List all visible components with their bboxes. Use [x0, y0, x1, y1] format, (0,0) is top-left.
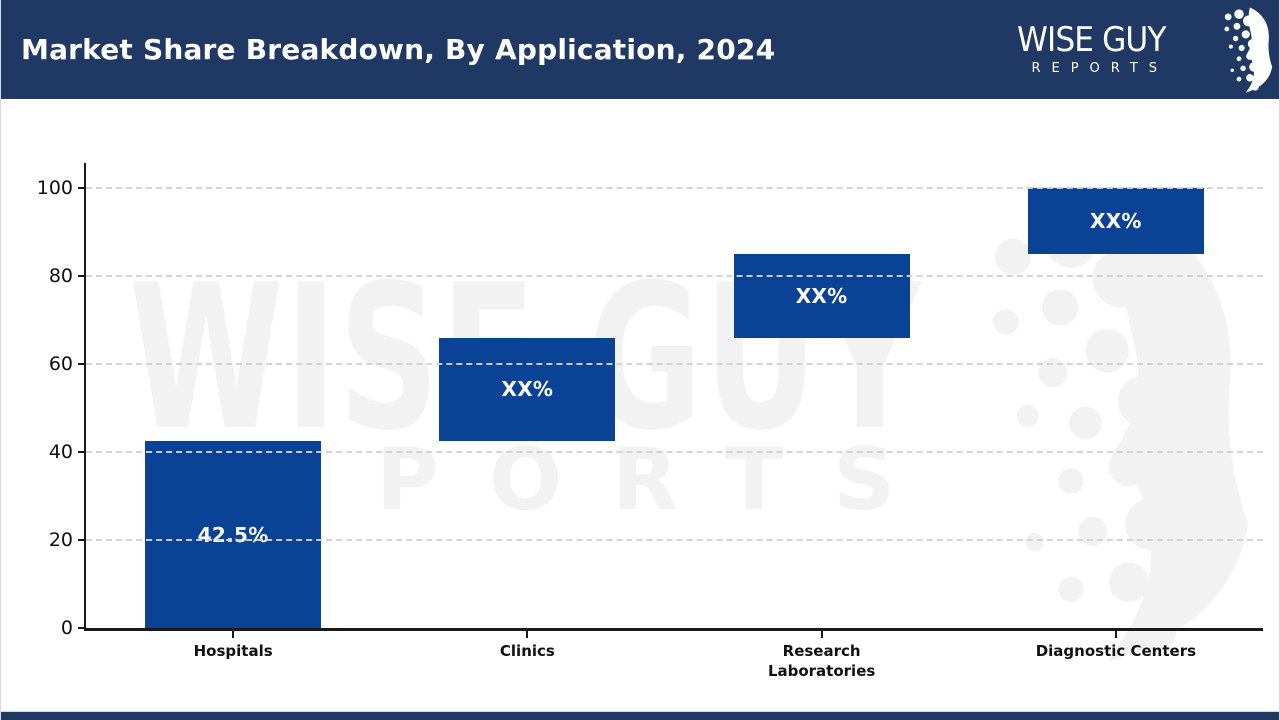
y-tick-label: 40 — [48, 441, 73, 463]
watermark-face-icon — [993, 206, 1249, 662]
logo-subtext: REPORTS — [1031, 61, 1169, 76]
logo-wordmark: WISE GUY — [1017, 20, 1167, 60]
gridline — [86, 363, 1263, 365]
y-tick-label: 60 — [48, 353, 73, 375]
gridline — [86, 187, 1263, 189]
x-category-label: Diagnostic Centers — [1035, 642, 1197, 660]
gridline — [86, 539, 1263, 541]
y-axis-tick — [78, 187, 86, 189]
y-axis-line — [84, 163, 86, 631]
bar: XX% — [1027, 188, 1204, 254]
y-axis-tick — [78, 451, 86, 453]
bar-value-label: XX% — [1089, 209, 1142, 233]
bar: XX% — [733, 254, 910, 338]
page-title: Market Share Breakdown, By Application, … — [21, 33, 776, 66]
y-axis-tick — [78, 275, 86, 277]
logo-face-icon — [1224, 7, 1273, 93]
x-axis-tick — [1114, 630, 1117, 638]
bar: 42.5% — [145, 441, 322, 628]
x-category-label: Clinics — [499, 642, 555, 660]
y-tick-label: 0 — [60, 617, 73, 639]
footer-bar — [1, 711, 1279, 720]
x-axis-tick — [820, 630, 823, 638]
logo-text: WISE GUY REPORTS — [1017, 23, 1179, 76]
x-axis-tick — [526, 630, 529, 638]
x-axis-tick — [232, 630, 235, 638]
wiseguy-logo: WISE GUY REPORTS — [1017, 0, 1273, 99]
gridline — [86, 451, 1263, 453]
gridline — [86, 275, 1263, 277]
bar: XX% — [439, 337, 616, 441]
y-axis-tick — [78, 363, 86, 365]
x-category-label: Hospitals — [193, 642, 273, 660]
y-axis-tick — [78, 539, 86, 541]
y-tick-label: 20 — [48, 529, 73, 551]
bar-value-label: XX% — [795, 283, 848, 308]
y-axis-tick — [78, 627, 86, 629]
x-axis-line — [84, 628, 1263, 631]
x-category-label: Research Laboratories — [767, 642, 876, 680]
header: Market Share Breakdown, By Application, … — [1, 0, 1279, 99]
y-tick-label: 100 — [36, 177, 73, 199]
chart-area: WISE GUY REPORTS 42.5% Hospitals XX% Clinic… — [1, 99, 1279, 711]
y-tick-label: 80 — [48, 265, 73, 287]
bar-value-label: 42.5% — [197, 522, 269, 547]
bar-value-label: XX% — [501, 377, 554, 402]
